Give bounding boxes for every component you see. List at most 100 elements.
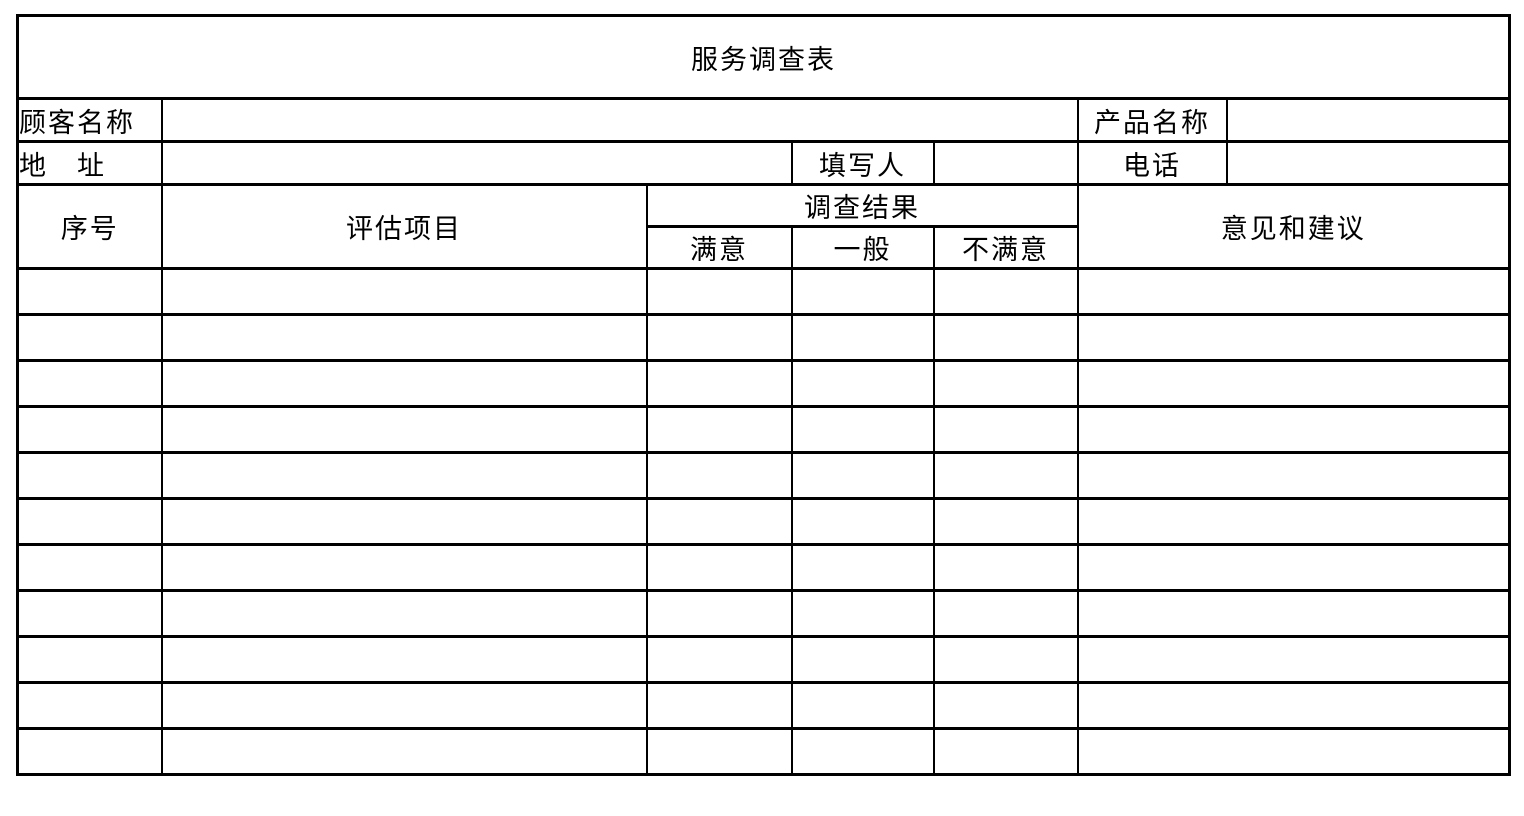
cell-suggestions[interactable]: [1076, 543, 1511, 592]
col-header-index: 序号: [16, 183, 163, 270]
cell-unsatisfied[interactable]: [932, 451, 1079, 500]
cell-satisfied[interactable]: [645, 635, 793, 684]
customer-name-value[interactable]: [160, 97, 1079, 143]
cell-item[interactable]: [160, 727, 648, 776]
col-header-item: 评估项目: [160, 183, 648, 270]
cell-index[interactable]: [16, 313, 163, 362]
info-row-1: 顾客名称 产品名称: [16, 97, 1511, 143]
header-row-1: 序号 评估项目 调查结果 意见和建议: [16, 183, 1511, 270]
cell-index[interactable]: [16, 543, 163, 592]
cell-satisfied[interactable]: [645, 267, 793, 316]
cell-suggestions[interactable]: [1076, 313, 1511, 362]
cell-index[interactable]: [16, 589, 163, 638]
cell-satisfied[interactable]: [645, 727, 793, 776]
address-value[interactable]: [160, 140, 793, 186]
cell-satisfied[interactable]: [645, 681, 793, 730]
cell-neutral[interactable]: [790, 681, 935, 730]
cell-unsatisfied[interactable]: [932, 359, 1079, 408]
cell-index[interactable]: [16, 451, 163, 500]
table-row: [16, 635, 1511, 684]
cell-item[interactable]: [160, 451, 648, 500]
survey-form-sheet: 服务调查表 顾客名称 产品名称 地 址 填写人 电话 序号 评估项目 调查结果 …: [16, 14, 1512, 776]
cell-neutral[interactable]: [790, 589, 935, 638]
table-row: [16, 681, 1511, 730]
cell-neutral[interactable]: [790, 359, 935, 408]
cell-neutral[interactable]: [790, 497, 935, 546]
cell-satisfied[interactable]: [645, 359, 793, 408]
cell-neutral[interactable]: [790, 451, 935, 500]
col-header-result-group: 调查结果: [645, 183, 1079, 228]
cell-item[interactable]: [160, 267, 648, 316]
cell-suggestions[interactable]: [1076, 727, 1511, 776]
address-label: 地 址: [16, 140, 163, 186]
cell-unsatisfied[interactable]: [932, 543, 1079, 592]
cell-neutral[interactable]: [790, 635, 935, 684]
cell-item[interactable]: [160, 589, 648, 638]
table-row: [16, 359, 1511, 408]
cell-unsatisfied[interactable]: [932, 267, 1079, 316]
cell-index[interactable]: [16, 405, 163, 454]
cell-neutral[interactable]: [790, 543, 935, 592]
cell-index[interactable]: [16, 727, 163, 776]
cell-neutral[interactable]: [790, 267, 935, 316]
cell-unsatisfied[interactable]: [932, 313, 1079, 362]
cell-suggestions[interactable]: [1076, 635, 1511, 684]
cell-satisfied[interactable]: [645, 313, 793, 362]
cell-satisfied[interactable]: [645, 497, 793, 546]
survey-form-table: 服务调查表 顾客名称 产品名称 地 址 填写人 电话 序号 评估项目 调查结果 …: [16, 14, 1512, 776]
filler-value[interactable]: [932, 140, 1079, 186]
form-title: 服务调查表: [16, 14, 1511, 100]
cell-unsatisfied[interactable]: [932, 681, 1079, 730]
cell-neutral[interactable]: [790, 727, 935, 776]
table-row: [16, 543, 1511, 592]
col-header-neutral: 一般: [790, 225, 935, 270]
info-row-2: 地 址 填写人 电话: [16, 140, 1511, 186]
cell-neutral[interactable]: [790, 405, 935, 454]
table-row: [16, 589, 1511, 638]
cell-suggestions[interactable]: [1076, 451, 1511, 500]
cell-unsatisfied[interactable]: [932, 497, 1079, 546]
phone-label: 电话: [1076, 140, 1228, 186]
cell-satisfied[interactable]: [645, 405, 793, 454]
cell-item[interactable]: [160, 681, 648, 730]
cell-suggestions[interactable]: [1076, 681, 1511, 730]
cell-satisfied[interactable]: [645, 451, 793, 500]
table-row: [16, 313, 1511, 362]
table-row: [16, 405, 1511, 454]
cell-unsatisfied[interactable]: [932, 635, 1079, 684]
cell-satisfied[interactable]: [645, 589, 793, 638]
cell-satisfied[interactable]: [645, 543, 793, 592]
cell-item[interactable]: [160, 405, 648, 454]
cell-index[interactable]: [16, 497, 163, 546]
cell-suggestions[interactable]: [1076, 589, 1511, 638]
cell-index[interactable]: [16, 359, 163, 408]
customer-name-label: 顾客名称: [16, 97, 163, 143]
data-rows: [16, 267, 1511, 776]
cell-suggestions[interactable]: [1076, 359, 1511, 408]
cell-item[interactable]: [160, 313, 648, 362]
cell-index[interactable]: [16, 635, 163, 684]
table-row: [16, 267, 1511, 316]
cell-suggestions[interactable]: [1076, 405, 1511, 454]
cell-index[interactable]: [16, 267, 163, 316]
phone-value[interactable]: [1225, 140, 1511, 186]
cell-unsatisfied[interactable]: [932, 589, 1079, 638]
cell-item[interactable]: [160, 543, 648, 592]
cell-item[interactable]: [160, 497, 648, 546]
cell-index[interactable]: [16, 681, 163, 730]
table-row: [16, 451, 1511, 500]
table-row: [16, 727, 1511, 776]
cell-suggestions[interactable]: [1076, 497, 1511, 546]
filler-label: 填写人: [790, 140, 935, 186]
col-header-suggestions: 意见和建议: [1076, 183, 1511, 270]
product-name-value[interactable]: [1225, 97, 1511, 143]
table-row: [16, 497, 1511, 546]
cell-suggestions[interactable]: [1076, 267, 1511, 316]
title-row: 服务调查表: [16, 14, 1511, 100]
cell-unsatisfied[interactable]: [932, 405, 1079, 454]
cell-neutral[interactable]: [790, 313, 935, 362]
col-header-satisfied: 满意: [645, 225, 793, 270]
cell-unsatisfied[interactable]: [932, 727, 1079, 776]
cell-item[interactable]: [160, 359, 648, 408]
cell-item[interactable]: [160, 635, 648, 684]
